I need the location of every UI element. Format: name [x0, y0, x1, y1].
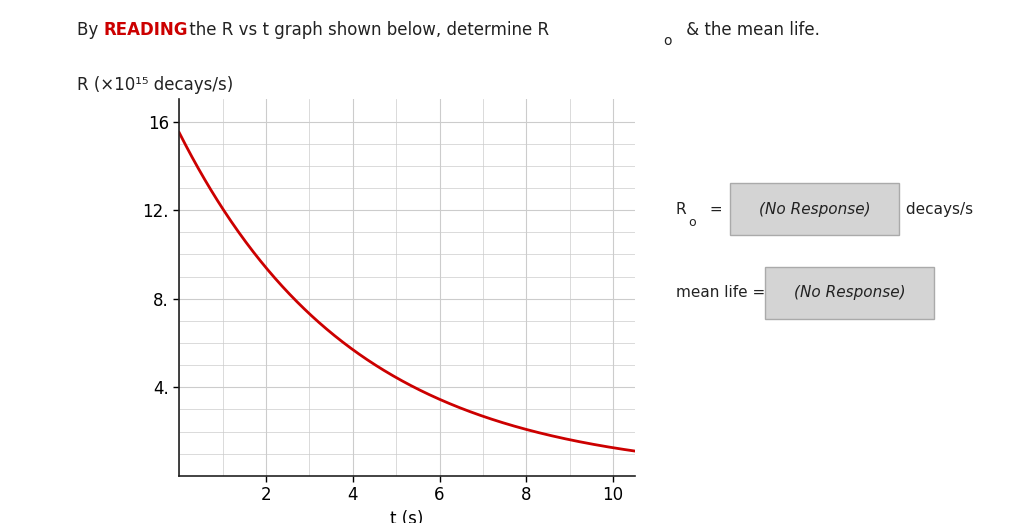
X-axis label: t (s): t (s) — [390, 510, 424, 523]
Text: mean life =: mean life = — [676, 286, 770, 300]
Text: R (×10¹⁵ decays/s): R (×10¹⁵ decays/s) — [77, 76, 233, 94]
Text: =: = — [705, 202, 727, 217]
Text: (No Response): (No Response) — [759, 202, 870, 217]
Text: By: By — [77, 21, 103, 39]
Text: READING: READING — [103, 21, 188, 39]
Text: o: o — [688, 216, 695, 229]
Text: R: R — [676, 202, 686, 217]
Text: & the mean life.: & the mean life. — [681, 21, 820, 39]
Text: (No Response): (No Response) — [794, 286, 905, 300]
Text: the R vs t graph shown below, determine R: the R vs t graph shown below, determine … — [184, 21, 550, 39]
Text: o: o — [664, 34, 672, 48]
FancyBboxPatch shape — [765, 267, 934, 319]
Text: decays/s: decays/s — [901, 202, 973, 217]
FancyBboxPatch shape — [730, 183, 899, 235]
